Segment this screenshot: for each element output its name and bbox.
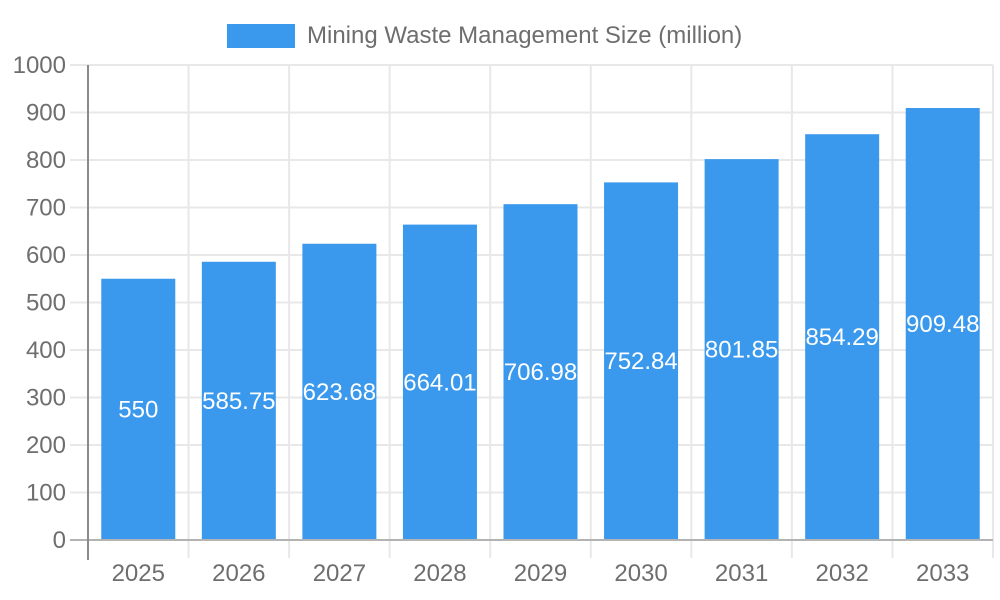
legend-swatch — [227, 24, 295, 48]
bar-value-label: 706.98 — [504, 359, 577, 386]
y-tick-label: 800 — [26, 147, 66, 174]
y-tick-label: 700 — [26, 195, 66, 222]
bar-value-label: 550 — [118, 396, 158, 423]
bar[interactable] — [704, 159, 779, 540]
x-tick-label: 2030 — [614, 560, 667, 587]
y-tick-label: 0 — [53, 527, 66, 554]
y-tick-label: 300 — [26, 385, 66, 412]
bar-value-label: 585.75 — [202, 388, 275, 415]
x-tick-label: 2029 — [514, 560, 567, 587]
legend-label: Mining Waste Management Size (million) — [307, 22, 743, 49]
y-tick-label: 500 — [26, 290, 66, 317]
x-tick-label: 2031 — [715, 560, 768, 587]
bar-value-label: 664.01 — [403, 369, 476, 396]
y-tick-label: 400 — [26, 337, 66, 364]
bar[interactable] — [604, 182, 679, 540]
bar-value-label: 854.29 — [805, 324, 878, 351]
bar[interactable] — [402, 224, 477, 540]
x-tick-label: 2027 — [313, 560, 366, 587]
x-tick-label: 2032 — [815, 560, 868, 587]
y-tick-label: 200 — [26, 432, 66, 459]
y-tick-label: 900 — [26, 100, 66, 127]
bar-value-label: 752.84 — [604, 348, 677, 375]
x-tick-label: 2028 — [413, 560, 466, 587]
bar[interactable] — [101, 278, 176, 540]
bar[interactable] — [503, 204, 578, 540]
x-tick-label: 2033 — [916, 560, 969, 587]
bar[interactable] — [302, 243, 377, 540]
bar[interactable] — [805, 134, 880, 540]
bar-value-label: 801.85 — [705, 337, 778, 364]
x-tick-label: 2025 — [112, 560, 165, 587]
bar[interactable] — [201, 261, 276, 540]
y-tick-label: 1000 — [13, 52, 66, 79]
y-tick-label: 100 — [26, 480, 66, 507]
y-tick-label: 600 — [26, 242, 66, 269]
x-tick-label: 2026 — [212, 560, 265, 587]
bar-value-label: 909.48 — [906, 311, 979, 338]
legend-item[interactable]: Mining Waste Management Size (million) — [227, 22, 742, 50]
bar-value-label: 623.68 — [303, 379, 376, 406]
bar[interactable] — [905, 107, 980, 540]
